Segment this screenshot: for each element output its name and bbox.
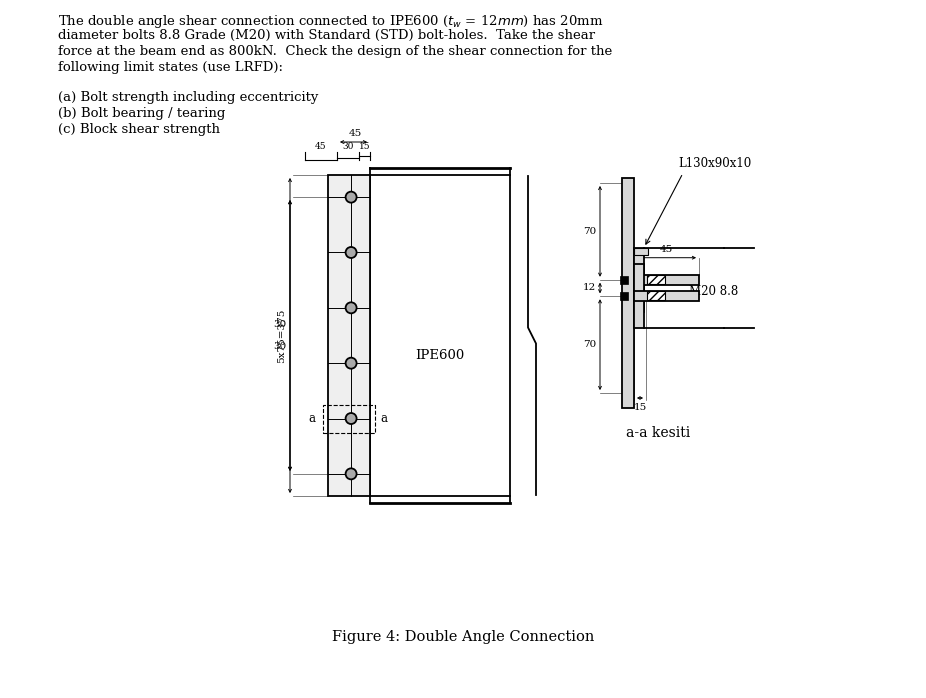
Circle shape [345, 468, 357, 480]
Text: (c) Block shear strength: (c) Block shear strength [58, 123, 220, 136]
Text: 45: 45 [659, 245, 672, 253]
Circle shape [345, 192, 357, 202]
Text: M20 8.8: M20 8.8 [689, 285, 738, 298]
Text: The double angle shear connection connected to IPE600 ($t_w$ = 12$mm$) has 20mm: The double angle shear connection connec… [58, 13, 604, 30]
Text: 45: 45 [315, 142, 327, 151]
Bar [620, 276, 628, 283]
Text: 45: 45 [349, 129, 362, 138]
Text: IPE600: IPE600 [416, 349, 465, 362]
Text: 12: 12 [582, 283, 596, 292]
Circle shape [345, 247, 357, 258]
Bar [328, 175, 370, 496]
Bar [323, 405, 375, 433]
Text: force at the beam end as 800kN.  Check the design of the shear connection for th: force at the beam end as 800kN. Check th… [58, 45, 612, 58]
Circle shape [345, 413, 357, 424]
Text: Figure 4: Double Angle Connection: Figure 4: Double Angle Connection [332, 630, 594, 644]
Bar [634, 248, 644, 312]
Text: 70: 70 [582, 227, 596, 236]
Bar [634, 275, 699, 285]
Text: following limit states (use LRFD):: following limit states (use LRFD): [58, 61, 283, 74]
Bar [647, 275, 665, 283]
Text: diameter bolts 8.8 Grade (M20) with Standard (STD) bolt-holes.  Take the shear: diameter bolts 8.8 Grade (M20) with Stan… [58, 29, 595, 42]
Circle shape [345, 357, 357, 369]
Text: a: a [308, 412, 315, 425]
Bar [634, 265, 644, 328]
Circle shape [345, 302, 357, 313]
Text: a: a [380, 412, 387, 425]
Text: (b) Bolt bearing / tearing: (b) Bolt bearing / tearing [58, 107, 225, 120]
Text: a-a kesiti: a-a kesiti [626, 426, 690, 440]
Bar [622, 178, 634, 408]
Text: 30: 30 [273, 342, 286, 351]
Text: 15: 15 [358, 142, 370, 151]
Text: (a) Bolt strength including eccentricity: (a) Bolt strength including eccentricity [58, 91, 319, 104]
Bar [634, 248, 648, 255]
Text: 30: 30 [343, 142, 354, 151]
Bar [634, 291, 699, 302]
Text: L130x90x10: L130x90x10 [678, 157, 751, 170]
Bar [620, 292, 628, 300]
Text: 70: 70 [582, 340, 596, 349]
Text: 15: 15 [633, 403, 646, 412]
Text: 30: 30 [273, 320, 286, 329]
Bar [647, 291, 665, 300]
Text: 5x75=375: 5x75=375 [277, 309, 286, 363]
